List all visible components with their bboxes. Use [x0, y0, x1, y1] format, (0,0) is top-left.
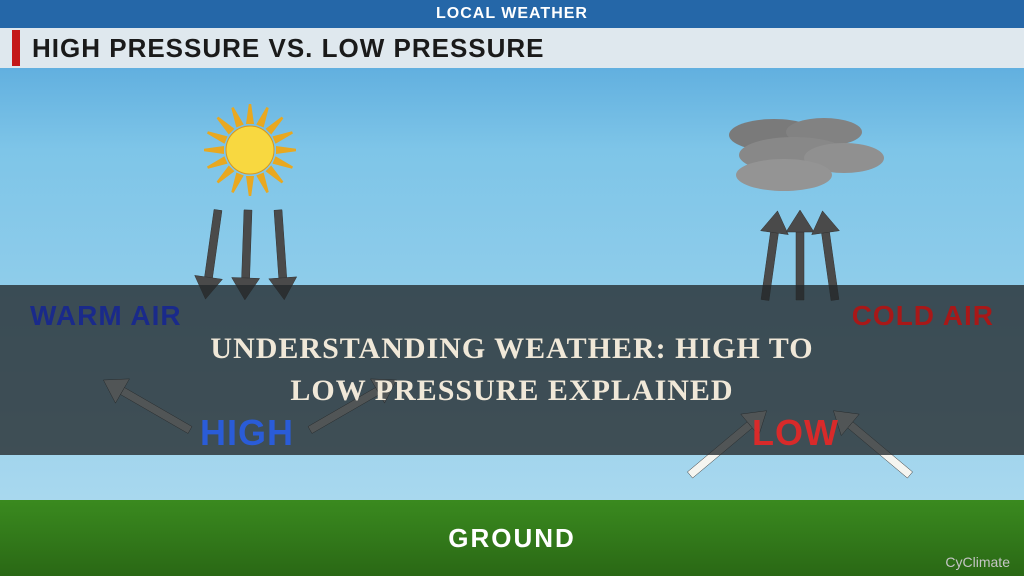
cloud-icon: [714, 110, 894, 205]
ground-label: GROUND: [448, 523, 576, 554]
low-label: LOW: [752, 412, 839, 454]
accent-bar: [12, 30, 20, 66]
brand-label: LOCAL WEATHER: [436, 5, 588, 23]
overlay-title: UNDERSTANDING WEATHER: HIGH TO LOW PRESS…: [210, 328, 813, 412]
high-label: HIGH: [200, 412, 294, 454]
watermark: CyClimate: [945, 554, 1010, 570]
title-band: HIGH PRESSURE VS. LOW PRESSURE: [0, 28, 1024, 68]
ground-region: GROUND: [0, 500, 1024, 576]
header-band: LOCAL WEATHER: [0, 0, 1024, 28]
sun-icon: [200, 100, 300, 205]
overlay-line1: UNDERSTANDING WEATHER: HIGH TO: [210, 332, 813, 365]
overlay-line2: LOW PRESSURE EXPLAINED: [290, 374, 733, 407]
warm-air-label: WARM AIR: [30, 300, 182, 332]
weather-infographic: LOCAL WEATHER HIGH PRESSURE VS. LOW PRES…: [0, 0, 1024, 576]
cold-air-label: COLD AIR: [852, 300, 994, 332]
main-title: HIGH PRESSURE VS. LOW PRESSURE: [32, 33, 545, 64]
